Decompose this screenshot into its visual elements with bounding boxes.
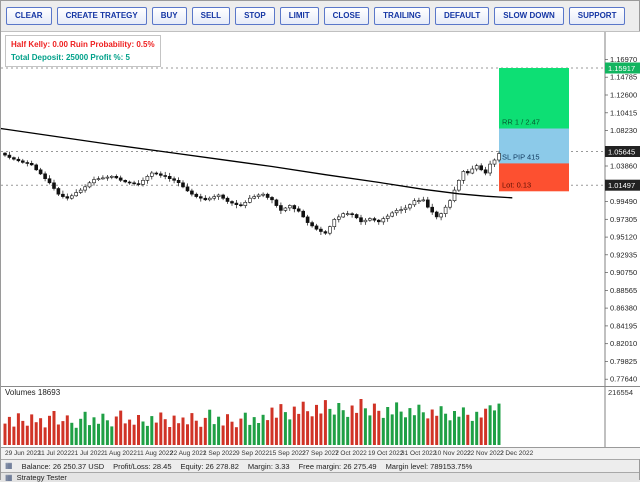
svg-text:0.90750: 0.90750 xyxy=(610,268,637,277)
volumes-indicator-label: Volumes 18693 xyxy=(5,388,60,397)
toolbar-button-trailing[interactable]: TRAILING xyxy=(374,7,430,25)
svg-text:0.92935: 0.92935 xyxy=(610,250,637,259)
deposit-profit-text: Total Deposit: 25000 Profit %: 5 xyxy=(11,51,155,64)
date-label: 10 Nov 2022 xyxy=(434,450,471,457)
svg-text:1.03860: 1.03860 xyxy=(610,162,637,171)
status-item-1: Profit/Loss: 28.45 xyxy=(113,462,171,471)
account-status-icon: ▦ xyxy=(5,462,13,470)
date-label: 15 Sep 2022 xyxy=(269,450,306,457)
status-item-2: Equity: 26 278.82 xyxy=(181,462,239,471)
volume-pane[interactable]: Volumes 18693 216554 xyxy=(1,386,640,447)
svg-text:0.86380: 0.86380 xyxy=(610,304,637,313)
y-axis-ticks: 1.169701.147851.126001.104151.082301.060… xyxy=(605,55,637,384)
tab-strategy-tester[interactable]: Strategy Tester xyxy=(17,473,67,482)
svg-text:0.97305: 0.97305 xyxy=(610,215,637,224)
toolbar-button-close[interactable]: CLOSE xyxy=(324,7,370,25)
date-label: 27 Sep 2022 xyxy=(302,450,339,457)
date-label: 11 Jul 2022 xyxy=(38,450,71,457)
date-label: 21 Jul 2022 xyxy=(71,450,105,457)
date-label: 22 Aug 2022 xyxy=(170,450,207,457)
svg-text:0.88565: 0.88565 xyxy=(610,286,637,295)
status-bar: ▦ Balance: 26 250.37 USD Profit/Loss: 28.… xyxy=(1,459,639,472)
toolbar-button-clear[interactable]: CLEAR xyxy=(6,7,52,25)
toolbar-button-slow-down[interactable]: SLOW DOWN xyxy=(494,7,564,25)
date-label: 9 Sep 2022 xyxy=(236,450,269,457)
volume-bars xyxy=(4,399,501,445)
date-label: 29 Jun 2022 xyxy=(5,450,41,457)
price-chart-svg: RR 1 / 2.47SL PIP 415Lot: 0.131.169701.1… xyxy=(1,32,640,386)
svg-text:0.77640: 0.77640 xyxy=(610,375,637,384)
reward-zone-label: RR 1 / 2.47 xyxy=(502,118,540,127)
svg-text:1.14785: 1.14785 xyxy=(610,73,637,82)
status-item-5: Margin level: 789153.75% xyxy=(386,462,473,471)
svg-text:0.99490: 0.99490 xyxy=(610,197,637,206)
status-item-3: Margin: 3.33 xyxy=(248,462,290,471)
strategy-tester-window: CLEAR CREATE TRATEGY BUY SELL STOP LIMIT CLOSE… xyxy=(0,0,640,480)
info-panel: Half Kelly: 0.00 Ruin Probability: 0.5% … xyxy=(5,35,161,67)
svg-text:1.10415: 1.10415 xyxy=(610,108,637,117)
toolbar-button-support[interactable]: SUPPORT xyxy=(569,7,626,25)
date-axis: 29 Jun 202211 Jul 202221 Jul 20221 Aug 2… xyxy=(1,447,640,459)
status-item-4: Free margin: 26 275.49 xyxy=(299,462,377,471)
toolbar: CLEAR CREATE TRATEGY BUY SELL STOP LIMIT CLOSE… xyxy=(1,1,639,31)
toolbar-button-limit[interactable]: LIMIT xyxy=(280,7,319,25)
chart-area[interactable]: RR 1 / 2.47SL PIP 415Lot: 0.131.169701.1… xyxy=(1,31,640,386)
date-label: 11 Aug 2022 xyxy=(137,450,173,457)
svg-text:1.05645: 1.05645 xyxy=(608,148,635,157)
date-label: 7 Oct 2022 xyxy=(335,450,367,457)
svg-text:0.84195: 0.84195 xyxy=(610,321,637,330)
volume-axis-max-label: 216554 xyxy=(608,388,633,397)
toolbar-button-default[interactable]: DEFAULT xyxy=(435,7,489,25)
date-label: 1 Aug 2022 xyxy=(104,450,137,457)
svg-text:0.82010: 0.82010 xyxy=(610,339,637,348)
trade-zones: RR 1 / 2.47 SL PIP 415 Lot: 0.13 xyxy=(499,68,569,191)
date-label: 31 Oct 2022 xyxy=(401,450,436,457)
svg-text:1.12600: 1.12600 xyxy=(610,91,637,100)
svg-text:1.08230: 1.08230 xyxy=(610,126,637,135)
date-label: 2 Dec 2022 xyxy=(500,450,533,457)
strategy-tester-icon: ▦ xyxy=(5,474,13,482)
tab-bar: ▦ Strategy Tester xyxy=(1,472,639,482)
volume-chart-svg xyxy=(1,387,640,447)
svg-text:0.79825: 0.79825 xyxy=(610,357,637,366)
svg-text:1.15917: 1.15917 xyxy=(608,64,635,73)
status-item-0: Balance: 26 250.37 USD xyxy=(22,462,105,471)
sl-pip-zone-label: SL PIP 415 xyxy=(502,152,540,161)
risk-zone-label: Lot: 0.13 xyxy=(502,180,531,189)
date-label: 1 Sep 2022 xyxy=(203,450,236,457)
svg-text:0.95120: 0.95120 xyxy=(610,233,637,242)
toolbar-button-create-trategy[interactable]: CREATE TRATEGY xyxy=(57,7,147,25)
toolbar-button-sell[interactable]: SELL xyxy=(192,7,230,25)
half-kelly-ruin-text: Half Kelly: 0.00 Ruin Probability: 0.5% xyxy=(11,38,155,51)
moving-average-line xyxy=(1,129,512,198)
date-label: 22 Nov 2022 xyxy=(467,450,504,457)
toolbar-button-stop[interactable]: STOP xyxy=(235,7,275,25)
svg-text:1.01497: 1.01497 xyxy=(608,181,635,190)
toolbar-button-buy[interactable]: BUY xyxy=(152,7,187,25)
date-label: 19 Oct 2022 xyxy=(368,450,403,457)
